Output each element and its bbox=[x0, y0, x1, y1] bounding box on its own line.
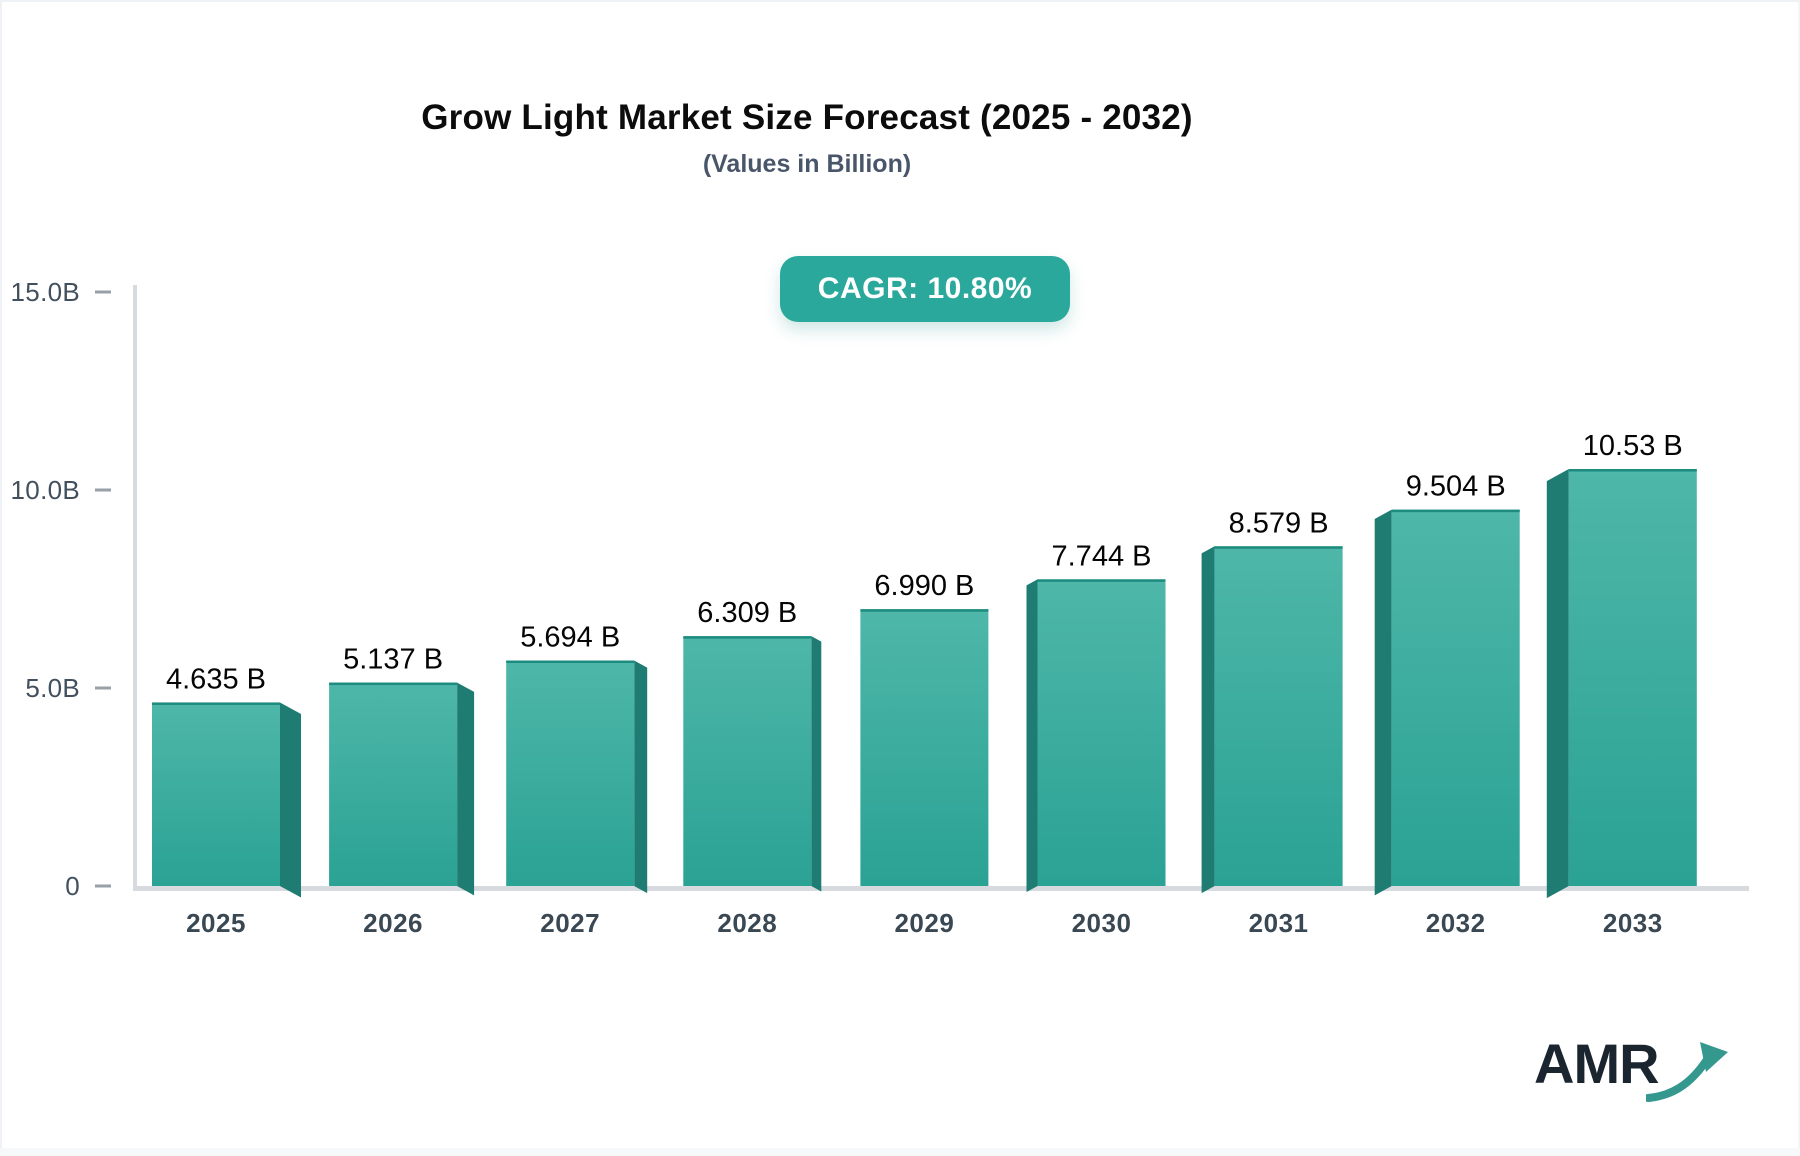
bar-2027 bbox=[506, 660, 635, 886]
bar-value-label-2030: 7.744 B bbox=[1052, 540, 1152, 572]
y-axis-tick-label: 0 bbox=[65, 871, 80, 901]
bar-value-label-2027: 5.694 B bbox=[520, 622, 620, 654]
bar-top-edge-2027 bbox=[506, 660, 635, 664]
x-axis-line bbox=[133, 886, 1749, 891]
bar-2031 bbox=[1214, 546, 1343, 886]
y-axis-line bbox=[133, 285, 137, 891]
bar-value-label-2028: 6.309 B bbox=[697, 597, 797, 629]
bar-side-3d-2027 bbox=[634, 660, 648, 894]
y-axis-tick bbox=[95, 488, 111, 492]
x-axis-label-2027: 2027 bbox=[540, 908, 600, 938]
y-axis-tick-label: 15.0B bbox=[11, 277, 80, 307]
bar-top-edge-2031 bbox=[1214, 546, 1343, 549]
bar-side-3d-2032 bbox=[1374, 509, 1392, 896]
bar-value-label-2032: 9.504 B bbox=[1406, 471, 1506, 503]
bar-2025 bbox=[152, 702, 280, 886]
amr-logo-text: AMR bbox=[1534, 1032, 1660, 1095]
bar-side-3d-2031 bbox=[1201, 546, 1215, 894]
bar-value-label-2031: 8.579 B bbox=[1229, 507, 1329, 539]
y-axis-tick-label: 5.0B bbox=[25, 673, 80, 703]
x-axis-label-2031: 2031 bbox=[1249, 908, 1309, 938]
bar-top-edge-2033 bbox=[1568, 469, 1697, 472]
bar-2028 bbox=[683, 636, 812, 886]
bar-top-edge-2026 bbox=[329, 682, 458, 686]
y-axis-tick-label: 10.0B bbox=[11, 475, 80, 505]
y-axis-tick bbox=[95, 290, 111, 294]
x-axis-label-2026: 2026 bbox=[363, 908, 423, 938]
cagr-badge: CAGR: 10.80% bbox=[780, 256, 1070, 322]
x-axis-label-2025: 2025 bbox=[186, 908, 246, 938]
bar-2032 bbox=[1391, 509, 1520, 886]
bar-side-3d-2033 bbox=[1546, 469, 1569, 899]
y-axis-tick bbox=[95, 686, 111, 690]
bar-value-label-2026: 5.137 B bbox=[343, 644, 443, 676]
chart-subtitle: (Values in Billion) bbox=[702, 150, 912, 178]
bar-2030 bbox=[1037, 579, 1166, 886]
x-axis-label-2028: 2028 bbox=[717, 908, 777, 938]
bar-2029 bbox=[860, 609, 989, 886]
bar-side-3d-2028 bbox=[811, 636, 822, 892]
bar-top-edge-2029 bbox=[860, 609, 989, 612]
y-axis-tick bbox=[95, 884, 111, 888]
bar-top-edge-2025 bbox=[152, 702, 280, 705]
bar-2033 bbox=[1568, 469, 1697, 886]
amr-logo: AMR bbox=[1534, 1032, 1728, 1114]
bar-value-label-2033: 10.53 B bbox=[1583, 430, 1683, 462]
x-axis-label-2033: 2033 bbox=[1603, 908, 1663, 938]
chart-title: Grow Light Market Size Forecast (2025 - … bbox=[421, 98, 1193, 137]
x-axis-label-2030: 2030 bbox=[1072, 908, 1132, 938]
bar-value-label-2029: 6.990 B bbox=[874, 570, 974, 602]
bar-2026 bbox=[329, 682, 458, 886]
x-axis-label-2032: 2032 bbox=[1426, 908, 1486, 938]
bar-top-edge-2028 bbox=[683, 636, 812, 639]
bar-side-3d-2030 bbox=[1026, 579, 1038, 893]
bar-value-label-2025: 4.635 B bbox=[166, 663, 266, 695]
bar-side-3d-2025 bbox=[280, 702, 301, 898]
growth-arrow-icon bbox=[1646, 1042, 1728, 1102]
bar-top-edge-2032 bbox=[1391, 509, 1520, 513]
x-axis-label-2029: 2029 bbox=[894, 908, 954, 938]
bar-top-edge-2030 bbox=[1037, 579, 1166, 582]
bar-side-3d-2026 bbox=[457, 682, 475, 896]
